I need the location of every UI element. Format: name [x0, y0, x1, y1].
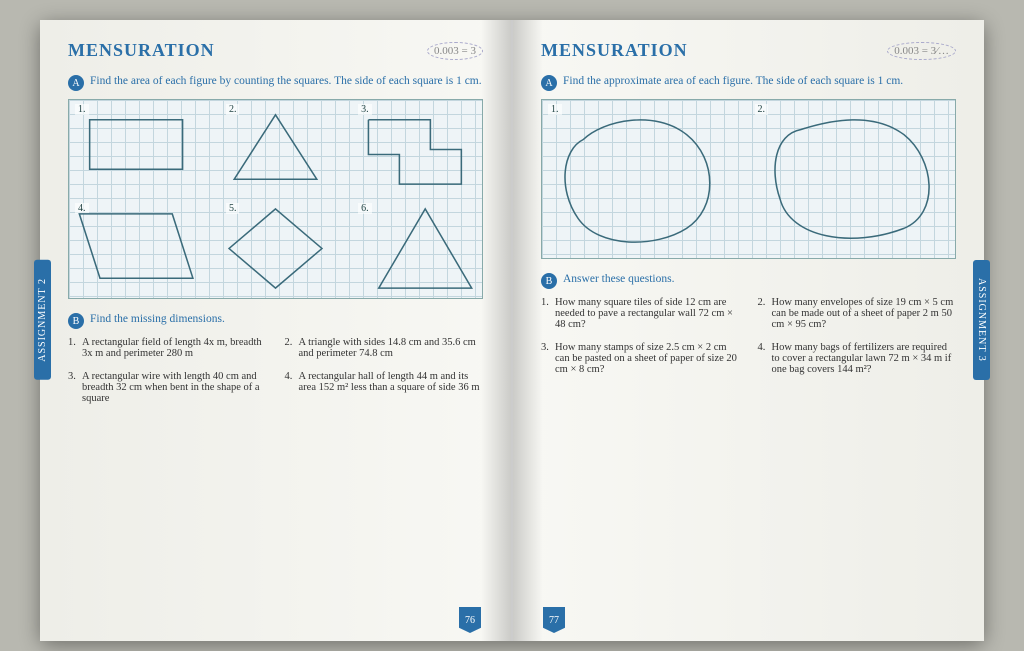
open-book: ASSIGNMENT 2 MENSURATION 0.003 = 3 A Fin… — [40, 20, 984, 641]
q-num: 1. — [541, 297, 555, 330]
question: 1.How many square tiles of side 12 cm ar… — [541, 297, 740, 330]
page-title-left: MENSURATION — [68, 40, 483, 61]
q-num: 4. — [758, 342, 772, 375]
questions-right: 1.How many square tiles of side 12 cm ar… — [541, 297, 956, 375]
section-b-badge: B — [68, 313, 84, 329]
section-b-left: B Find the missing dimensions. — [68, 313, 483, 329]
section-b-right: B Answer these questions. — [541, 273, 956, 289]
question: 2.A triangle with sides 14.8 cm and 35.6… — [285, 337, 484, 359]
q-num: 2. — [285, 337, 299, 359]
q-text: How many square tiles of side 12 cm are … — [555, 297, 740, 330]
section-b-text: Answer these questions. — [563, 273, 674, 285]
section-a-text: Find the approximate area of each figure… — [563, 75, 903, 87]
blob-shape-2 — [749, 100, 956, 258]
q-text: A triangle with sides 14.8 cm and 35.6 c… — [299, 337, 484, 359]
q-text: A rectangular field of length 4x m, brea… — [82, 337, 267, 359]
corner-bubble-right: 0.003 = 3⁄… — [887, 42, 956, 60]
corner-bubble-left: 0.003 = 3 — [427, 42, 483, 60]
q-text: How many envelopes of size 19 cm × 5 cm … — [772, 297, 957, 330]
q-num: 1. — [68, 337, 82, 359]
section-a-text: Find the area of each figure by counting… — [90, 75, 482, 87]
q-num: 3. — [68, 371, 82, 404]
q-text: A rectangular wire with length 40 cm and… — [82, 371, 267, 404]
q-text: How many stamps of size 2.5 cm × 2 cm ca… — [555, 342, 740, 375]
q-num: 4. — [285, 371, 299, 404]
question: 3.A rectangular wire with length 40 cm a… — [68, 371, 267, 404]
section-a-left: A Find the area of each figure by counti… — [68, 75, 483, 91]
section-b-badge: B — [541, 273, 557, 289]
right-page: ASSIGNMENT 3 MENSURATION 0.003 = 3⁄… A F… — [511, 20, 984, 641]
page-number-left: 76 — [459, 607, 481, 633]
question: 3.How many stamps of size 2.5 cm × 2 cm … — [541, 342, 740, 375]
question: 2.How many envelopes of size 19 cm × 5 c… — [758, 297, 957, 330]
figure-grid-left: 1. 2. 3. 4. 5. 6. — [68, 99, 483, 299]
question: 4.A rectangular hall of length 44 m and … — [285, 371, 484, 404]
shapes-svg-left — [69, 100, 482, 298]
figure-grid-right: 1. 2. — [541, 99, 956, 259]
q-text: A rectangular hall of length 44 m and it… — [299, 371, 484, 404]
question: 1.A rectangular field of length 4x m, br… — [68, 337, 267, 359]
section-b-text: Find the missing dimensions. — [90, 313, 225, 325]
q-num: 3. — [541, 342, 555, 375]
section-a-right: A Find the approximate area of each figu… — [541, 75, 956, 91]
page-number-right: 77 — [543, 607, 565, 633]
section-a-badge: A — [541, 75, 557, 91]
blob-shape-1 — [542, 100, 749, 258]
q-num: 2. — [758, 297, 772, 330]
section-a-badge: A — [68, 75, 84, 91]
assignment-tab-left: ASSIGNMENT 2 — [34, 260, 51, 380]
q-text: How many bags of fertilizers are require… — [772, 342, 957, 375]
question: 4.How many bags of fertilizers are requi… — [758, 342, 957, 375]
left-page: ASSIGNMENT 2 MENSURATION 0.003 = 3 A Fin… — [40, 20, 511, 641]
questions-left: 1.A rectangular field of length 4x m, br… — [68, 337, 483, 404]
assignment-tab-right: ASSIGNMENT 3 — [973, 260, 990, 380]
